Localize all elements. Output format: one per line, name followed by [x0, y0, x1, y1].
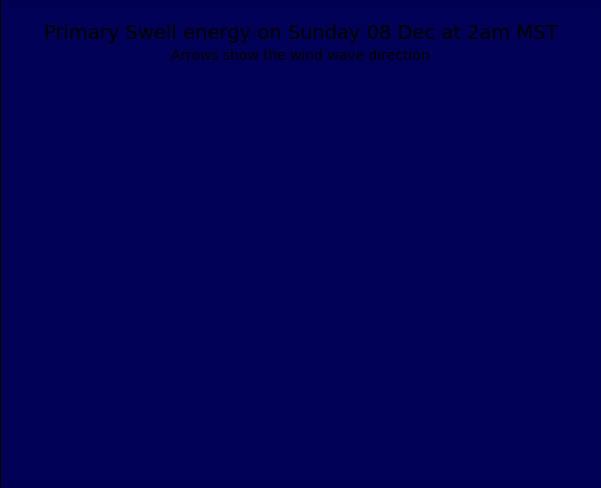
Text: Arrows show the wind wave direction: Arrows show the wind wave direction [171, 49, 430, 63]
Text: Primary Swell energy on Sunday 08 Dec at 2am MST: Primary Swell energy on Sunday 08 Dec at… [44, 24, 557, 43]
